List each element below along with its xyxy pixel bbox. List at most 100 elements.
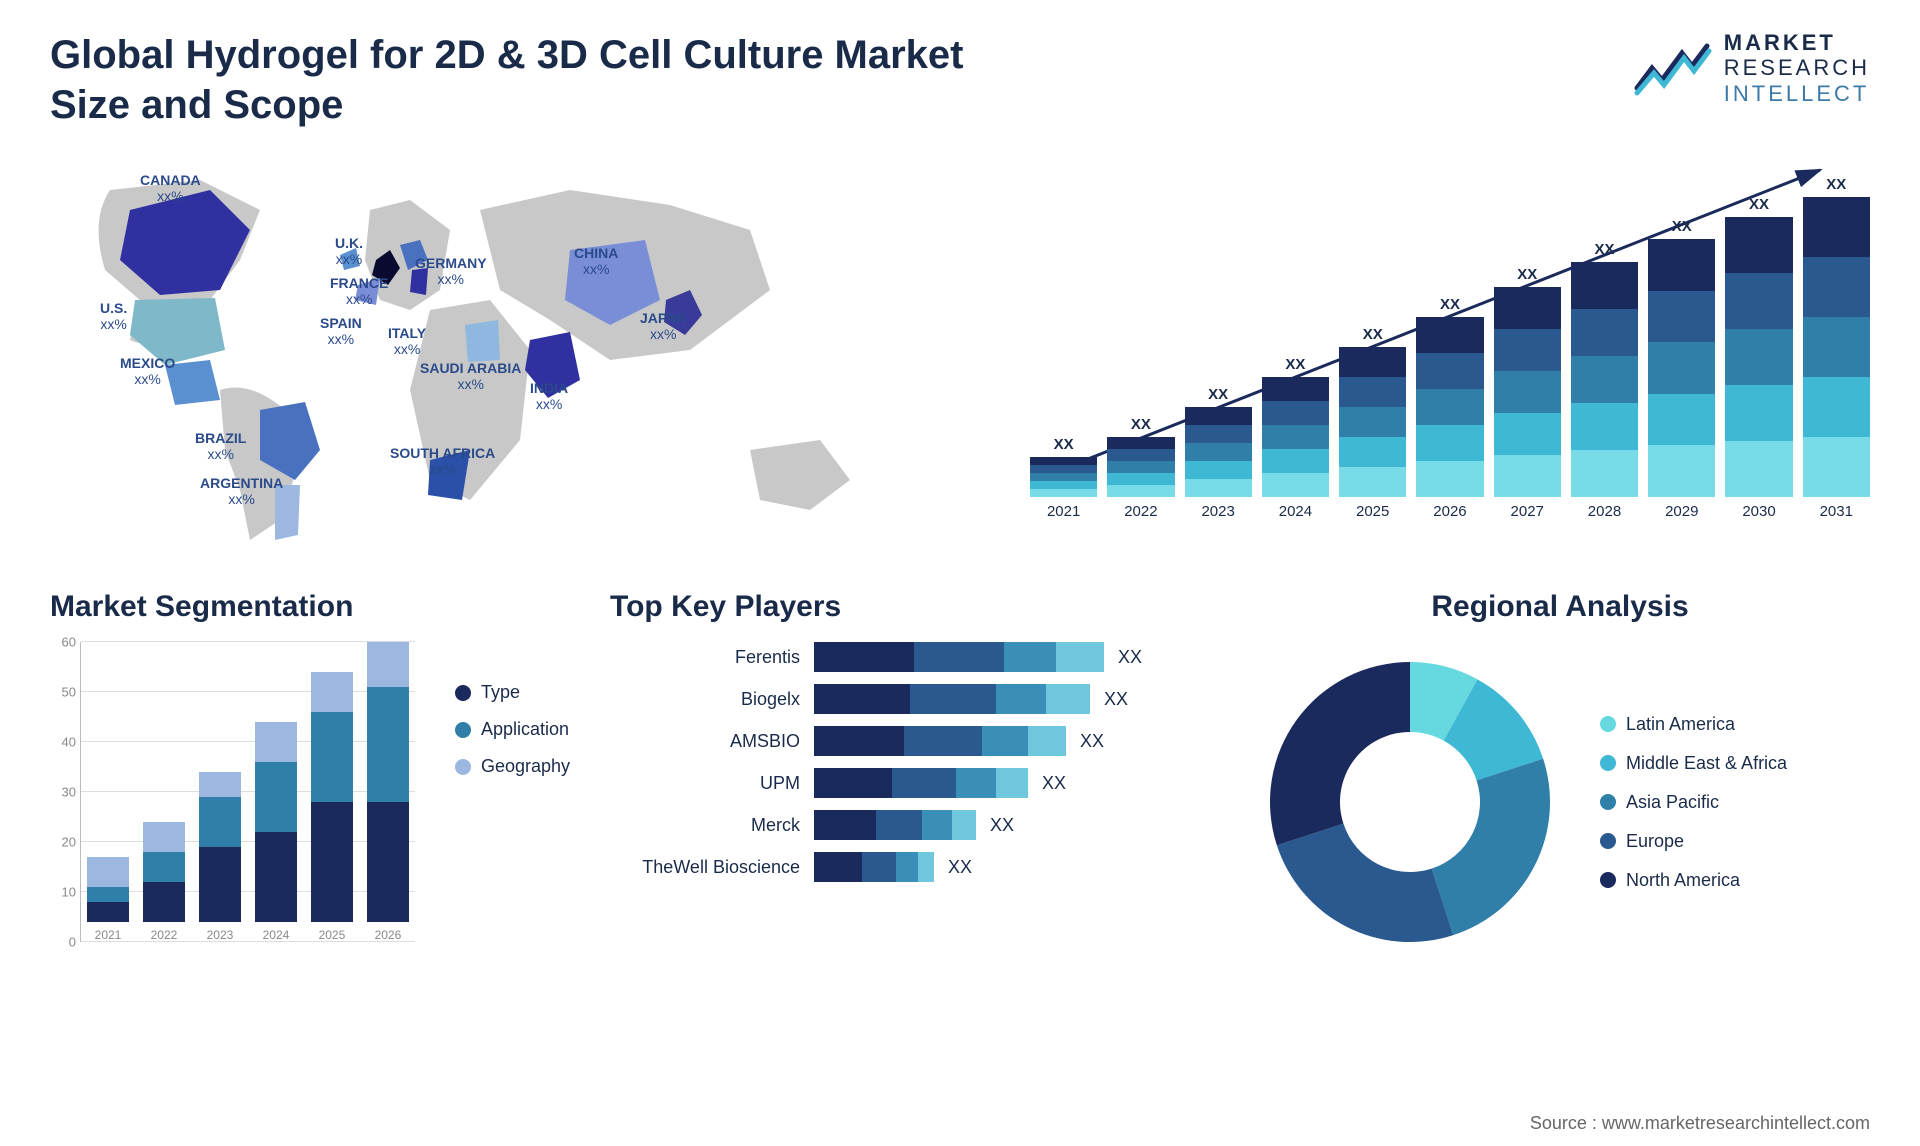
player-bar-segment [896,852,918,882]
forecast-bar-segment [1803,317,1870,377]
forecast-bar-segment [1494,413,1561,455]
forecast-bar-segment [1571,450,1638,497]
forecast-bar-segment [1725,441,1792,497]
seg-ytick: 40 [62,735,76,750]
forecast-bar: XX2025 [1339,326,1406,520]
segmentation-bar-segment [255,832,297,922]
forecast-bar-segment [1107,461,1174,473]
segmentation-bar-segment [199,772,241,797]
forecast-year-label: 2029 [1665,503,1698,520]
legend-dot-icon [1600,833,1616,849]
seg-ytick: 10 [62,885,76,900]
player-bar-segment [876,810,922,840]
forecast-bar-segment [1725,329,1792,385]
legend-label: Middle East & Africa [1626,753,1787,774]
player-value-label: XX [1042,773,1066,794]
player-name: Ferentis [610,647,800,668]
logo-icon [1632,38,1712,98]
forecast-year-label: 2024 [1279,503,1312,520]
world-map-icon [50,150,990,550]
player-bar-segment [956,768,996,798]
segmentation-bar: 2024 [255,722,297,942]
forecast-year-label: 2027 [1511,503,1544,520]
forecast-bar-segment [1494,371,1561,413]
player-bar-segment [862,852,896,882]
forecast-bar-segment [1803,197,1870,257]
forecast-value-label: XX [1131,416,1151,433]
forecast-value-label: XX [1054,436,1074,453]
seg-ytick: 30 [62,785,76,800]
forecast-bar: XX2030 [1725,196,1792,520]
segmentation-year-label: 2023 [207,928,234,942]
forecast-bar-segment [1339,437,1406,467]
segmentation-bar-segment [367,802,409,922]
player-name: Merck [610,815,800,836]
segmentation-panel: Market Segmentation 0102030405060 202120… [50,590,570,962]
legend-label: Latin America [1626,714,1735,735]
segmentation-bar: 2023 [199,772,241,942]
forecast-value-label: XX [1208,386,1228,403]
seg-ytick: 60 [62,635,76,650]
map-label: U.K.xx% [335,235,363,267]
forecast-bar-segment [1262,449,1329,473]
forecast-bar-segment [1803,257,1870,317]
forecast-bar-segment [1725,217,1792,273]
forecast-bar-segment [1030,465,1097,473]
segmentation-bar-segment [87,857,129,887]
map-label: JAPANxx% [640,310,686,342]
forecast-year-label: 2022 [1124,503,1157,520]
segmentation-bar: 2026 [367,642,409,942]
forecast-bar-segment [1030,457,1097,465]
forecast-bar-segment [1648,394,1715,446]
forecast-bar-segment [1030,489,1097,497]
forecast-bar: XX2031 [1803,176,1870,520]
segmentation-bar-segment [143,852,185,882]
forecast-bar-segment [1262,377,1329,401]
segmentation-bar: 2022 [143,822,185,942]
segmentation-year-label: 2024 [263,928,290,942]
player-bar-segment [1004,642,1056,672]
legend-label: Asia Pacific [1626,792,1719,813]
segmentation-bar-segment [143,822,185,852]
forecast-bar-segment [1185,461,1252,479]
segmentation-bar-segment [311,712,353,802]
forecast-bar: XX2021 [1030,436,1097,520]
forecast-year-label: 2026 [1433,503,1466,520]
players-panel: Top Key Players FerentisXXBiogelxXXAMSBI… [610,590,1210,962]
player-row: BiogelxXX [610,684,1210,714]
legend-dot-icon [455,685,471,701]
forecast-bar: XX2028 [1571,241,1638,520]
forecast-bar: XX 2022 [1107,416,1174,520]
player-bar-segment [892,768,956,798]
player-value-label: XX [990,815,1014,836]
player-bar-segment [814,768,892,798]
player-value-label: XX [1104,689,1128,710]
page-title: Global Hydrogel for 2D & 3D Cell Culture… [50,30,1050,130]
forecast-bar-segment [1648,239,1715,291]
player-value-label: XX [1118,647,1142,668]
map-label: CHINAxx% [574,245,618,277]
forecast-value-label: XX [1363,326,1383,343]
map-label: CANADAxx% [140,172,201,204]
forecast-bar-segment [1648,291,1715,343]
forecast-bar-segment [1416,389,1483,425]
forecast-bar: XX2029 [1648,218,1715,520]
player-row: UPMXX [610,768,1210,798]
forecast-bar-segment [1339,347,1406,377]
forecast-value-label: XX [1285,356,1305,373]
forecast-bar-segment [1416,425,1483,461]
forecast-bar-segment [1803,377,1870,437]
forecast-bar-segment [1030,481,1097,489]
legend-label: Geography [481,756,570,777]
player-bar-segment [982,726,1028,756]
forecast-bar-segment [1185,443,1252,461]
map-label: FRANCExx% [330,275,388,307]
legend-dot-icon [1600,872,1616,888]
legend-dot-icon [455,722,471,738]
forecast-bar-segment [1107,485,1174,497]
source-text: Source : www.marketresearchintellect.com [1530,1113,1870,1134]
player-bar-segment [996,684,1046,714]
forecast-value-label: XX [1517,266,1537,283]
forecast-value-label: XX [1440,296,1460,313]
forecast-value-label: XX [1594,241,1614,258]
